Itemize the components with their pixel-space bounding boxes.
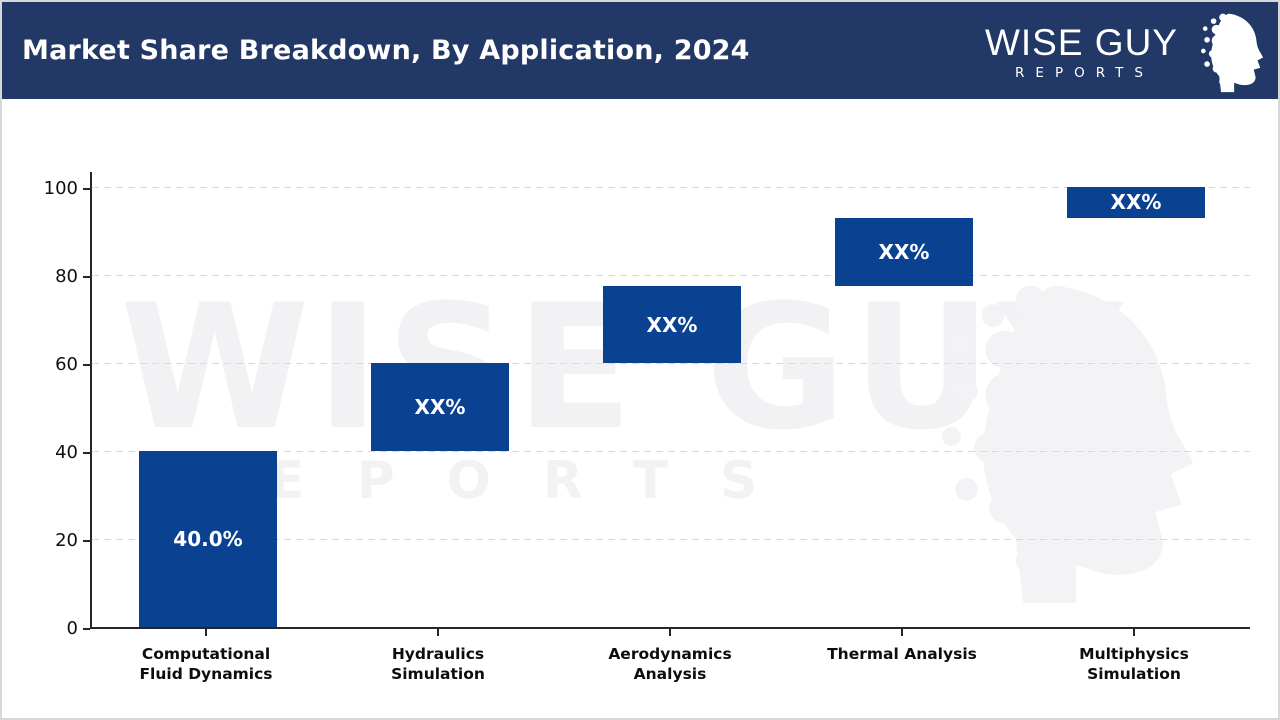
- y-tick: [83, 452, 90, 454]
- x-category-label: Thermal Analysis: [827, 645, 977, 663]
- logo-head-icon: [1201, 13, 1264, 93]
- y-tick: [83, 364, 90, 366]
- x-tick: [205, 629, 207, 636]
- bar-2: [371, 363, 509, 451]
- y-tick-label: 80: [55, 266, 78, 287]
- x-tick: [1133, 629, 1135, 636]
- x-category-label: Computational Fluid Dynamics: [139, 645, 273, 683]
- bar-value-label: XX%: [1110, 190, 1162, 215]
- y-tick: [83, 540, 90, 542]
- bar-1: [139, 451, 277, 627]
- plot: 40.0% XX% XX% XX% XX%: [90, 172, 1250, 629]
- gridline: [92, 275, 1250, 276]
- wise-guy-logo: WISE GUY REPORTS: [985, 8, 1264, 94]
- chart-area: WISE GUY REPORTS 40.0% XX% XX% XX% XX% 0 20 40…: [2, 99, 1278, 718]
- logo-subtext: REPORTS: [1015, 64, 1154, 81]
- bar-5: [1067, 187, 1205, 218]
- gridline: [92, 363, 1250, 364]
- y-tick: [83, 276, 90, 278]
- x-category-label: Hydraulics Simulation: [391, 645, 485, 683]
- y-tick-label: 100: [43, 178, 78, 199]
- y-tick: [83, 628, 90, 630]
- y-tick-label: 40: [55, 442, 78, 463]
- x-tick: [669, 629, 671, 636]
- y-tick: [83, 188, 90, 190]
- x-category-label: Aerodynamics Analysis: [608, 645, 732, 683]
- y-tick-label: 0: [66, 618, 78, 639]
- x-category-label: Multiphysics Simulation: [1079, 645, 1189, 683]
- bar-value-label: 40.0%: [173, 527, 243, 551]
- gridline: [92, 187, 1250, 188]
- y-tick-label: 60: [55, 354, 78, 375]
- gridline: [92, 451, 1250, 452]
- bar-value-label: XX%: [414, 395, 466, 419]
- logo-wordmark: WISE GUY: [984, 21, 1178, 63]
- logo-text: WISE GUY REPORTS: [985, 22, 1178, 81]
- bar-value-label: XX%: [878, 239, 930, 264]
- x-tick: [901, 629, 903, 636]
- gridline: [92, 539, 1250, 540]
- bar-3: [603, 286, 741, 363]
- page-title: Market Share Breakdown, By Application, …: [22, 35, 750, 66]
- x-tick: [437, 629, 439, 636]
- bar-4: [835, 217, 973, 286]
- y-tick-label: 20: [55, 530, 78, 551]
- header-bar: Market Share Breakdown, By Application, …: [2, 2, 1278, 99]
- bar-value-label: XX%: [646, 312, 698, 337]
